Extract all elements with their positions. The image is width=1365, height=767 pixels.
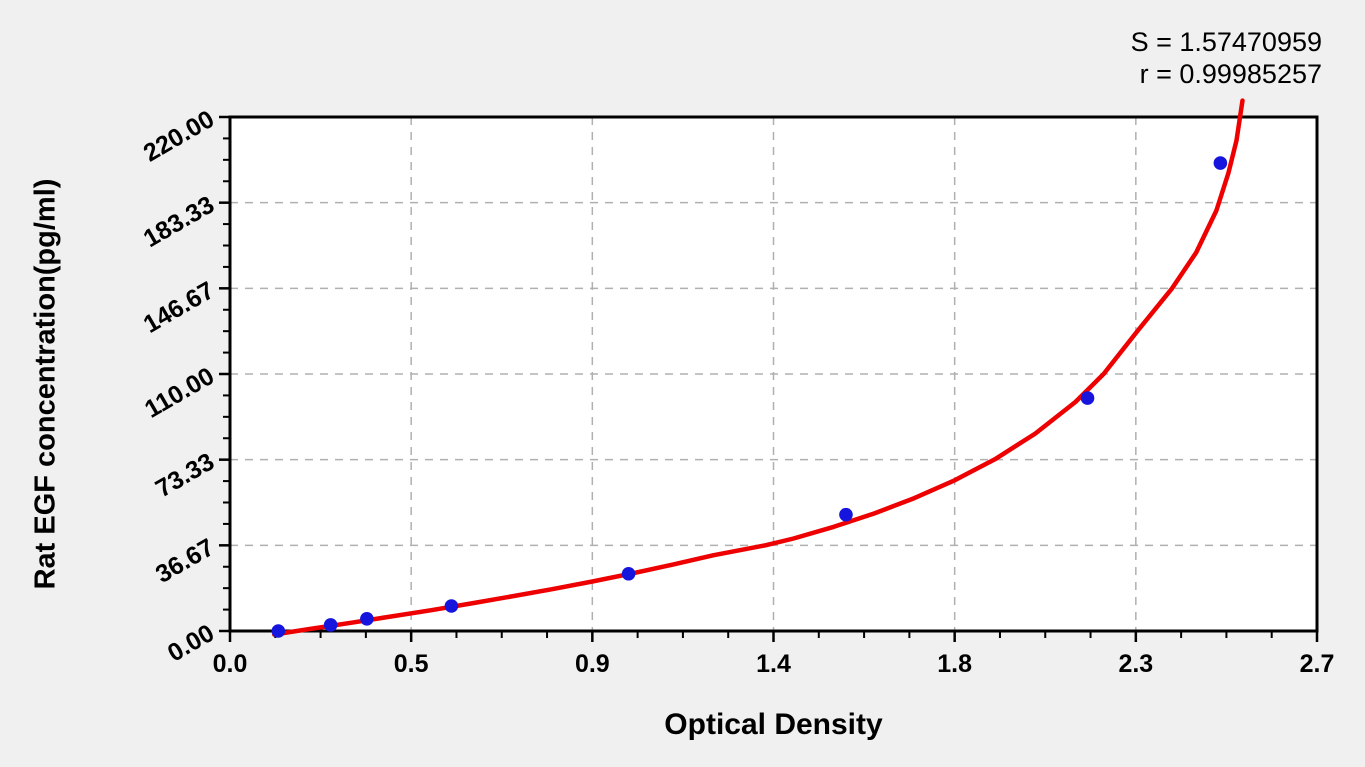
y-tick-label: 110.00 [140,362,219,424]
data-point [621,566,636,581]
x-tick-label: 1.8 [937,650,972,678]
data-point [1213,156,1228,170]
data-point [323,618,338,632]
y-tick-label: 73.33 [151,448,219,504]
x-tick-label: 0.9 [575,650,610,678]
x-tick-label: 0.0 [213,650,248,678]
x-tick-label: 2.7 [1300,650,1335,678]
y-tick-label: 183.33 [139,191,219,253]
x-axis-title: Optical Density [664,708,883,741]
fit-statistics: S = 1.57470959 r = 0.99985257 [1131,26,1322,90]
y-tick-label: 220.00 [139,105,219,167]
y-tick-label: 0.00 [163,619,219,668]
y-tick-label: 146.67 [139,276,219,338]
x-tick-label: 0.5 [394,650,429,678]
plot-frame [228,115,1319,633]
data-point [360,612,374,626]
data-point [444,599,459,613]
data-point [271,624,286,638]
y-tick-label: 36.67 [151,533,219,589]
data-point [839,507,853,522]
fit-statistic-s: S = 1.57470959 [1130,27,1322,57]
data-point [1080,391,1095,405]
x-tick-label: 1.4 [756,650,791,678]
x-tick-label: 2.3 [1118,650,1153,678]
fit-statistic-r: r = 0.99985257 [1139,59,1322,89]
